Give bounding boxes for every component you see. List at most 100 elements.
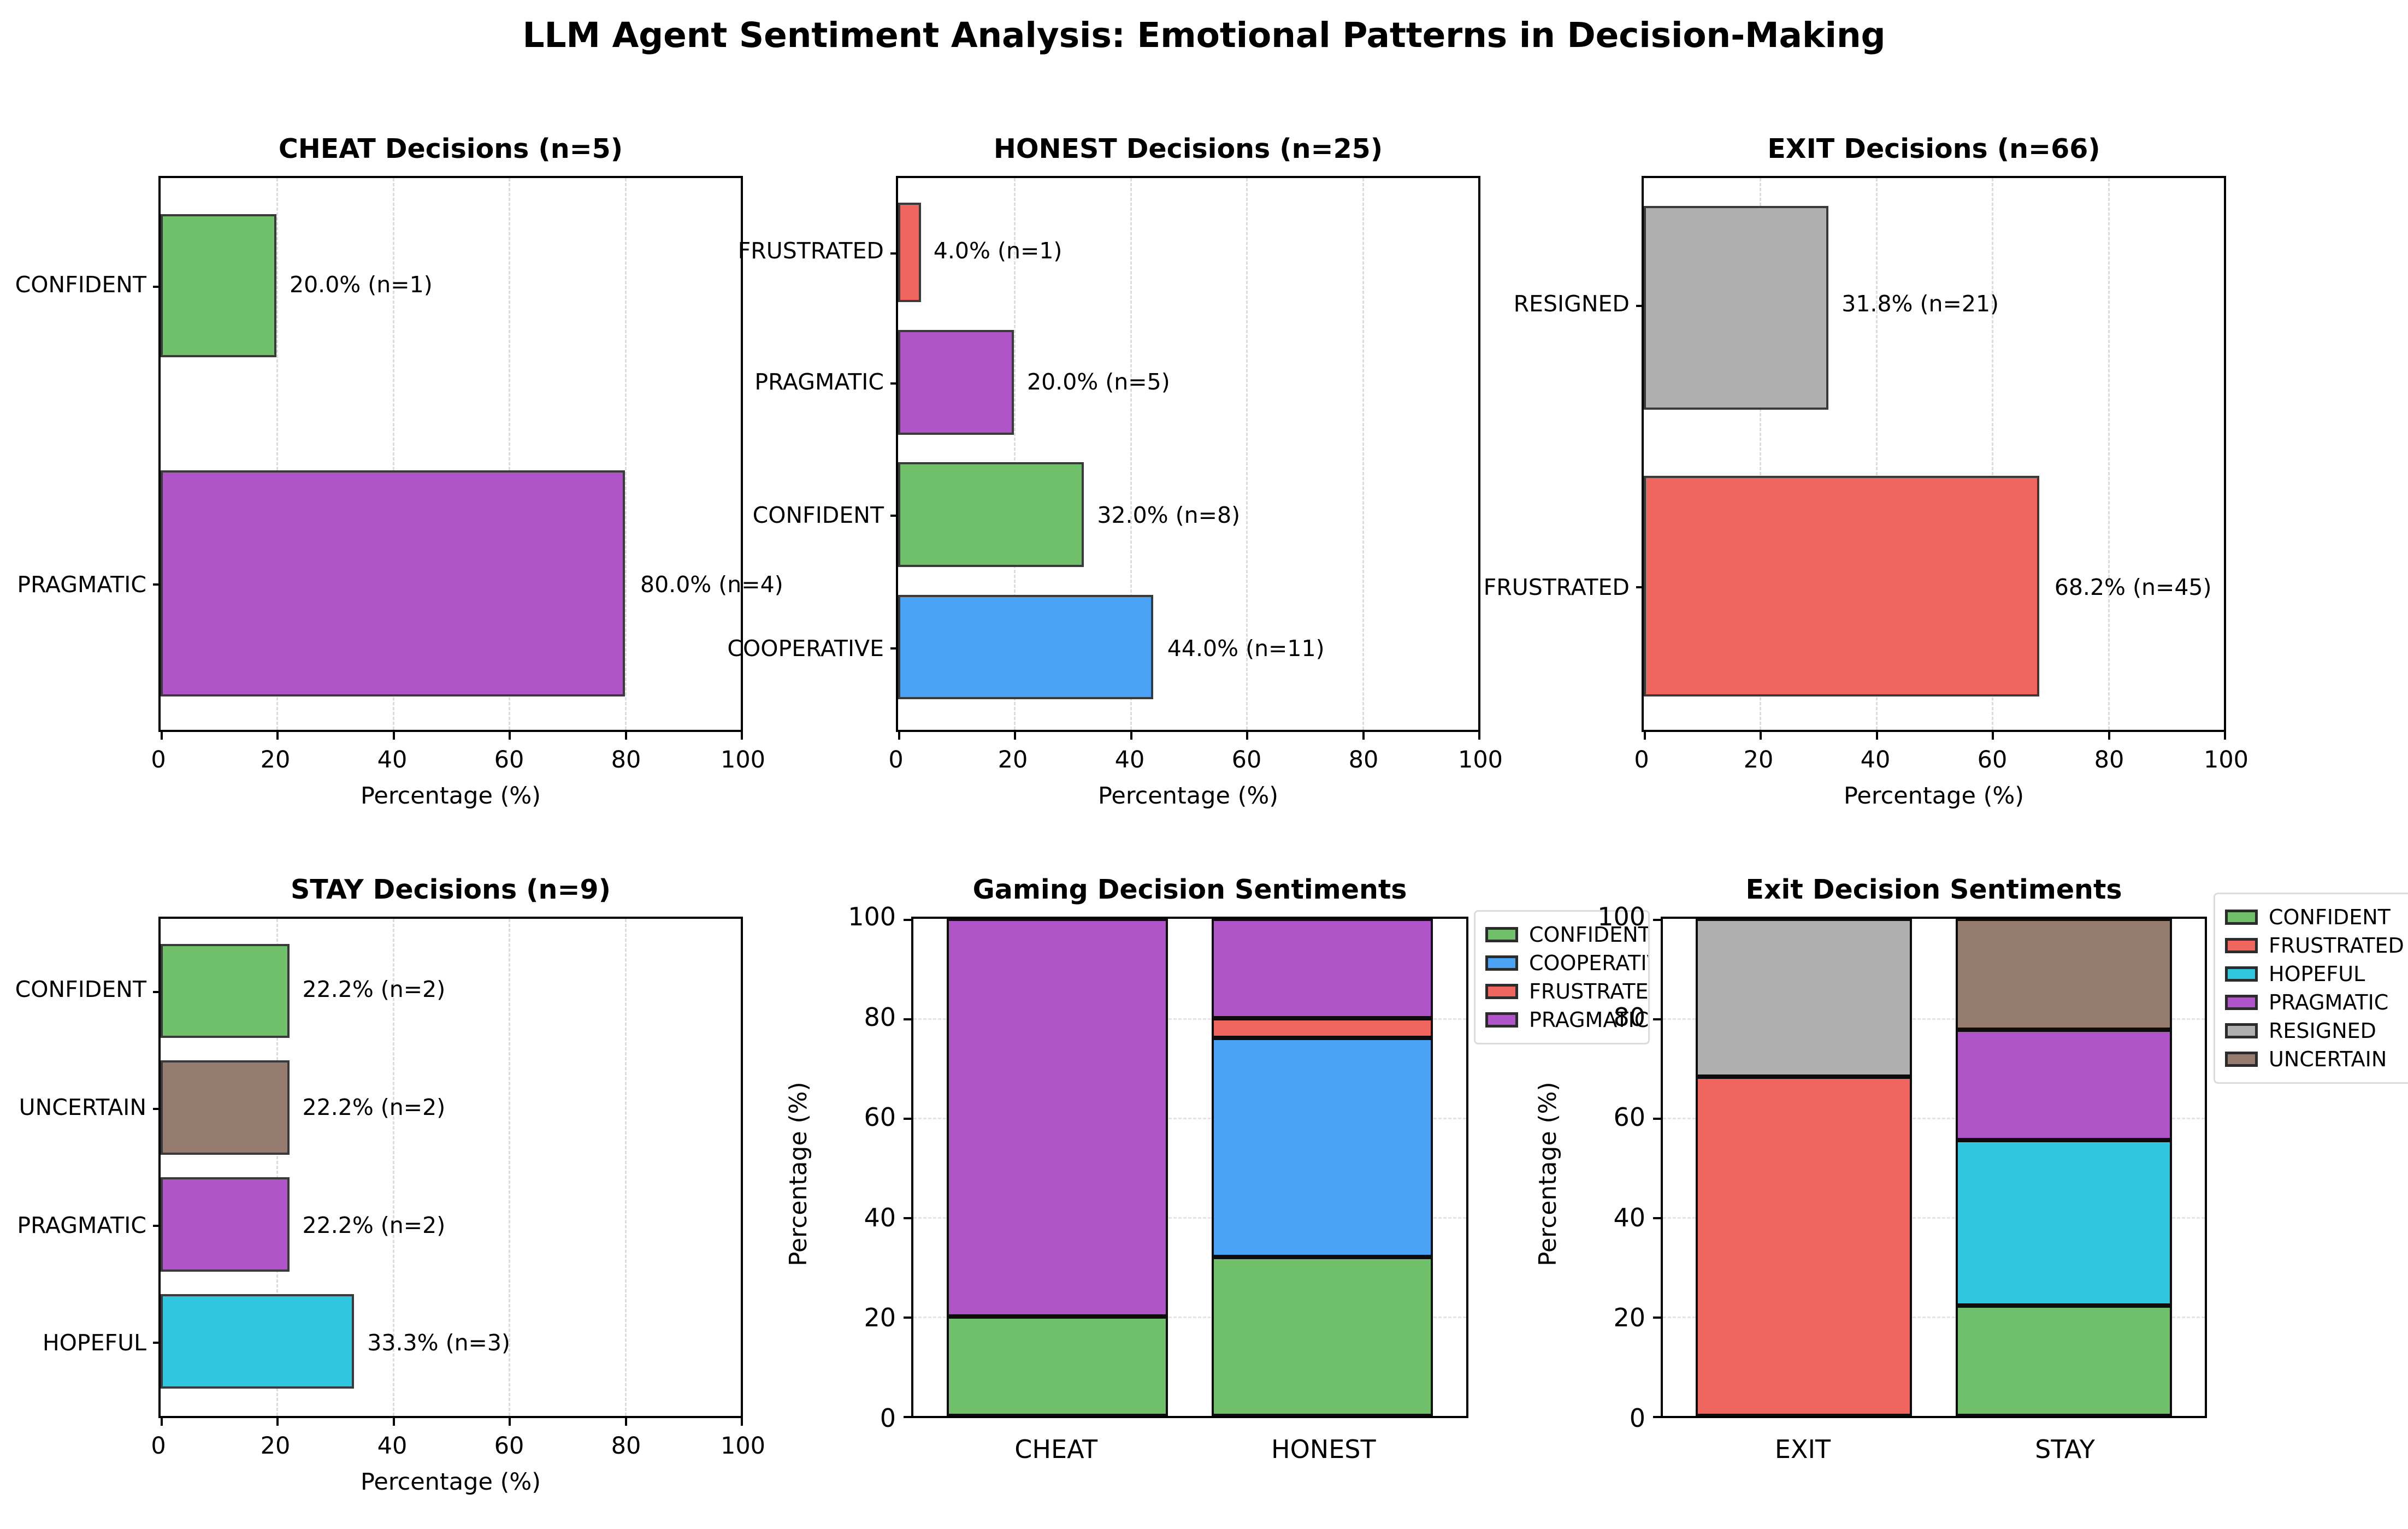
- exit-value-1: 68.2% (n=45): [2054, 574, 2212, 601]
- honest-ylabel-3: COOPERATIVE: [727, 635, 884, 662]
- exit-xtick-5: 100: [2203, 746, 2249, 774]
- subplot-exit: EXIT Decisions (n=66) RESIGNED FRUSTRATE…: [1484, 133, 2248, 810]
- stay-xtick-0: 0: [151, 1432, 166, 1460]
- gaming-ytick-100: 100: [848, 902, 896, 931]
- seg-cheat-confident: [946, 1317, 1168, 1416]
- cheat-ylabel-0: CONFIDENT: [15, 271, 146, 298]
- legend-swatch-uncertain-icon: [2225, 1052, 2258, 1067]
- gaming-legend-label-1: COOPERATIVE: [1529, 951, 1648, 975]
- exit-ylabel-1: FRUSTRATED: [1483, 574, 1630, 601]
- gaming-ytick-40: 40: [864, 1202, 896, 1232]
- exit-axes: [1636, 176, 2226, 740]
- seg-honest-confident: [1212, 1256, 1433, 1416]
- legend-swatch-confident-icon: [1485, 927, 1518, 942]
- stay-value-2: 22.2% (n=2): [302, 1212, 446, 1238]
- stack-col-honest: [1212, 919, 1433, 1416]
- cheat-ylabel-1: PRAGMATIC: [17, 571, 146, 598]
- exit-stack-ytick-100: 100: [1597, 902, 1645, 931]
- cheat-xtick-5: 100: [720, 746, 766, 774]
- stay-xaxis-title: Percentage (%): [361, 1468, 541, 1496]
- honest-value-3: 44.0% (n=11): [1167, 635, 1325, 662]
- exit-stack-cat-exit: EXIT: [1774, 1434, 1831, 1464]
- stay-ylabel-0: CONFIDENT: [15, 976, 146, 1003]
- exit-ylabel-0: RESIGNED: [1513, 291, 1630, 317]
- honest-value-0: 4.0% (n=1): [933, 238, 1063, 264]
- subplot-gaming-title: Gaming Decision Sentiments: [972, 874, 1407, 905]
- seg-cheat-pragmatic: [946, 919, 1168, 1317]
- cheat-xtick-3: 60: [494, 746, 524, 774]
- subplot-honest: HONEST Decisions (n=25) FRUSTRATED PRAGM…: [727, 133, 1503, 810]
- honest-xtick-4: 80: [1348, 746, 1379, 774]
- subplot-exit-stack-title: Exit Decision Sentiments: [1745, 874, 2122, 905]
- exit-legend-item: RESIGNED: [2225, 1017, 2404, 1045]
- exit-legend-label-3: PRAGMATIC: [2269, 990, 2389, 1014]
- seg-honest-frustrated: [1212, 1018, 1433, 1038]
- exit-legend-label-4: RESIGNED: [2269, 1019, 2376, 1043]
- bar-exit-resigned: [1644, 205, 1828, 410]
- gaming-legend-label-0: CONFIDENT: [1529, 923, 1650, 947]
- exit-stack-ytick-60: 60: [1613, 1102, 1645, 1132]
- exit-xtick-1: 20: [1743, 746, 1774, 774]
- cheat-xaxis-title: Percentage (%): [361, 782, 541, 810]
- stack-col-exit: [1695, 919, 1913, 1416]
- gaming-ytick-0: 0: [880, 1403, 896, 1433]
- exit-xtick-3: 60: [1977, 746, 2008, 774]
- legend-swatch-hopeful-icon: [2225, 966, 2258, 982]
- cheat-axes: [153, 176, 743, 740]
- subplot-cheat-title: CHEAT Decisions (n=5): [278, 133, 623, 164]
- honest-axes: [890, 176, 1480, 740]
- gaming-cat-cheat: CHEAT: [1014, 1434, 1098, 1464]
- honest-ylabel-2: CONFIDENT: [752, 501, 884, 528]
- exit-legend-label-2: HOPEFUL: [2269, 962, 2365, 986]
- honest-ylabel-1: PRAGMATIC: [754, 368, 884, 395]
- bar-stay-pragmatic: [161, 1177, 290, 1272]
- subplot-stay-title: STAY Decisions (n=9): [291, 874, 611, 905]
- gaming-legend-item: COOPERATIVE: [1485, 949, 1648, 977]
- honest-xtick-0: 0: [888, 746, 904, 774]
- bar-honest-cooperative: [898, 594, 1154, 700]
- figure-title: LLM Agent Sentiment Analysis: Emotional …: [522, 15, 1886, 55]
- stack-col-stay: [1955, 919, 2173, 1416]
- stay-ylabel-1: UNCERTAIN: [19, 1094, 146, 1120]
- exit-legend-label-1: FRUSTRATED: [2269, 934, 2404, 958]
- gaming-legend-item: CONFIDENT: [1485, 920, 1648, 949]
- honest-value-2: 32.0% (n=8): [1097, 501, 1241, 528]
- bar-stay-confident: [161, 943, 290, 1038]
- honest-value-1: 20.0% (n=5): [1027, 368, 1170, 395]
- gaming-legend-label-2: FRUSTRATED: [1529, 979, 1649, 1003]
- cheat-xtick-4: 80: [611, 746, 641, 774]
- exit-stack-ytick-0: 0: [1629, 1403, 1645, 1433]
- subplot-gaming: Gaming Decision Sentiments: [784, 874, 1650, 1464]
- bar-honest-confident: [898, 462, 1084, 568]
- gaming-legend-item: PRAGMATIC: [1485, 1006, 1648, 1034]
- seg-stay-confident: [1955, 1305, 2173, 1416]
- subplot-stay: STAY Decisions (n=9) CONFIDENT UNCERTAIN…: [15, 874, 765, 1496]
- gaming-legend-label-3: PRAGMATIC: [1529, 1008, 1649, 1032]
- exit-stack-cat-stay: STAY: [2035, 1434, 2095, 1464]
- bar-exit-frustrated: [1644, 476, 2040, 697]
- honest-xtick-1: 20: [998, 746, 1028, 774]
- exit-xtick-2: 40: [1860, 746, 1891, 774]
- cheat-xtick-2: 40: [377, 746, 408, 774]
- cheat-xtick-0: 0: [151, 746, 166, 774]
- exit-stack-ytick-20: 20: [1613, 1303, 1645, 1333]
- legend-swatch-pragmatic-icon: [1485, 1012, 1518, 1028]
- seg-stay-hopeful: [1955, 1140, 2173, 1306]
- gaming-ytick-60: 60: [864, 1102, 896, 1132]
- legend-swatch-confident-icon: [2225, 910, 2258, 925]
- stay-xtick-1: 20: [260, 1432, 291, 1460]
- subplot-exit-title: EXIT Decisions (n=66): [1767, 133, 2100, 164]
- honest-ylabel-0: FRUSTRATED: [737, 238, 884, 264]
- stay-xtick-3: 60: [494, 1432, 524, 1460]
- exit-legend-label-5: UNCERTAIN: [2269, 1047, 2387, 1071]
- stay-ylabel-3: HOPEFUL: [42, 1330, 146, 1356]
- exit-legend-item: FRUSTRATED: [2225, 931, 2404, 960]
- exit-xtick-0: 0: [1634, 746, 1649, 774]
- legend-swatch-cooperative-icon: [1485, 955, 1518, 971]
- bar-cheat-confident: [161, 214, 277, 358]
- seg-stay-uncertain: [1955, 919, 2173, 1030]
- cheat-xtick-1: 20: [260, 746, 291, 774]
- gaming-legend-item: FRUSTRATED: [1485, 977, 1648, 1006]
- gaming-ytick-20: 20: [864, 1303, 896, 1333]
